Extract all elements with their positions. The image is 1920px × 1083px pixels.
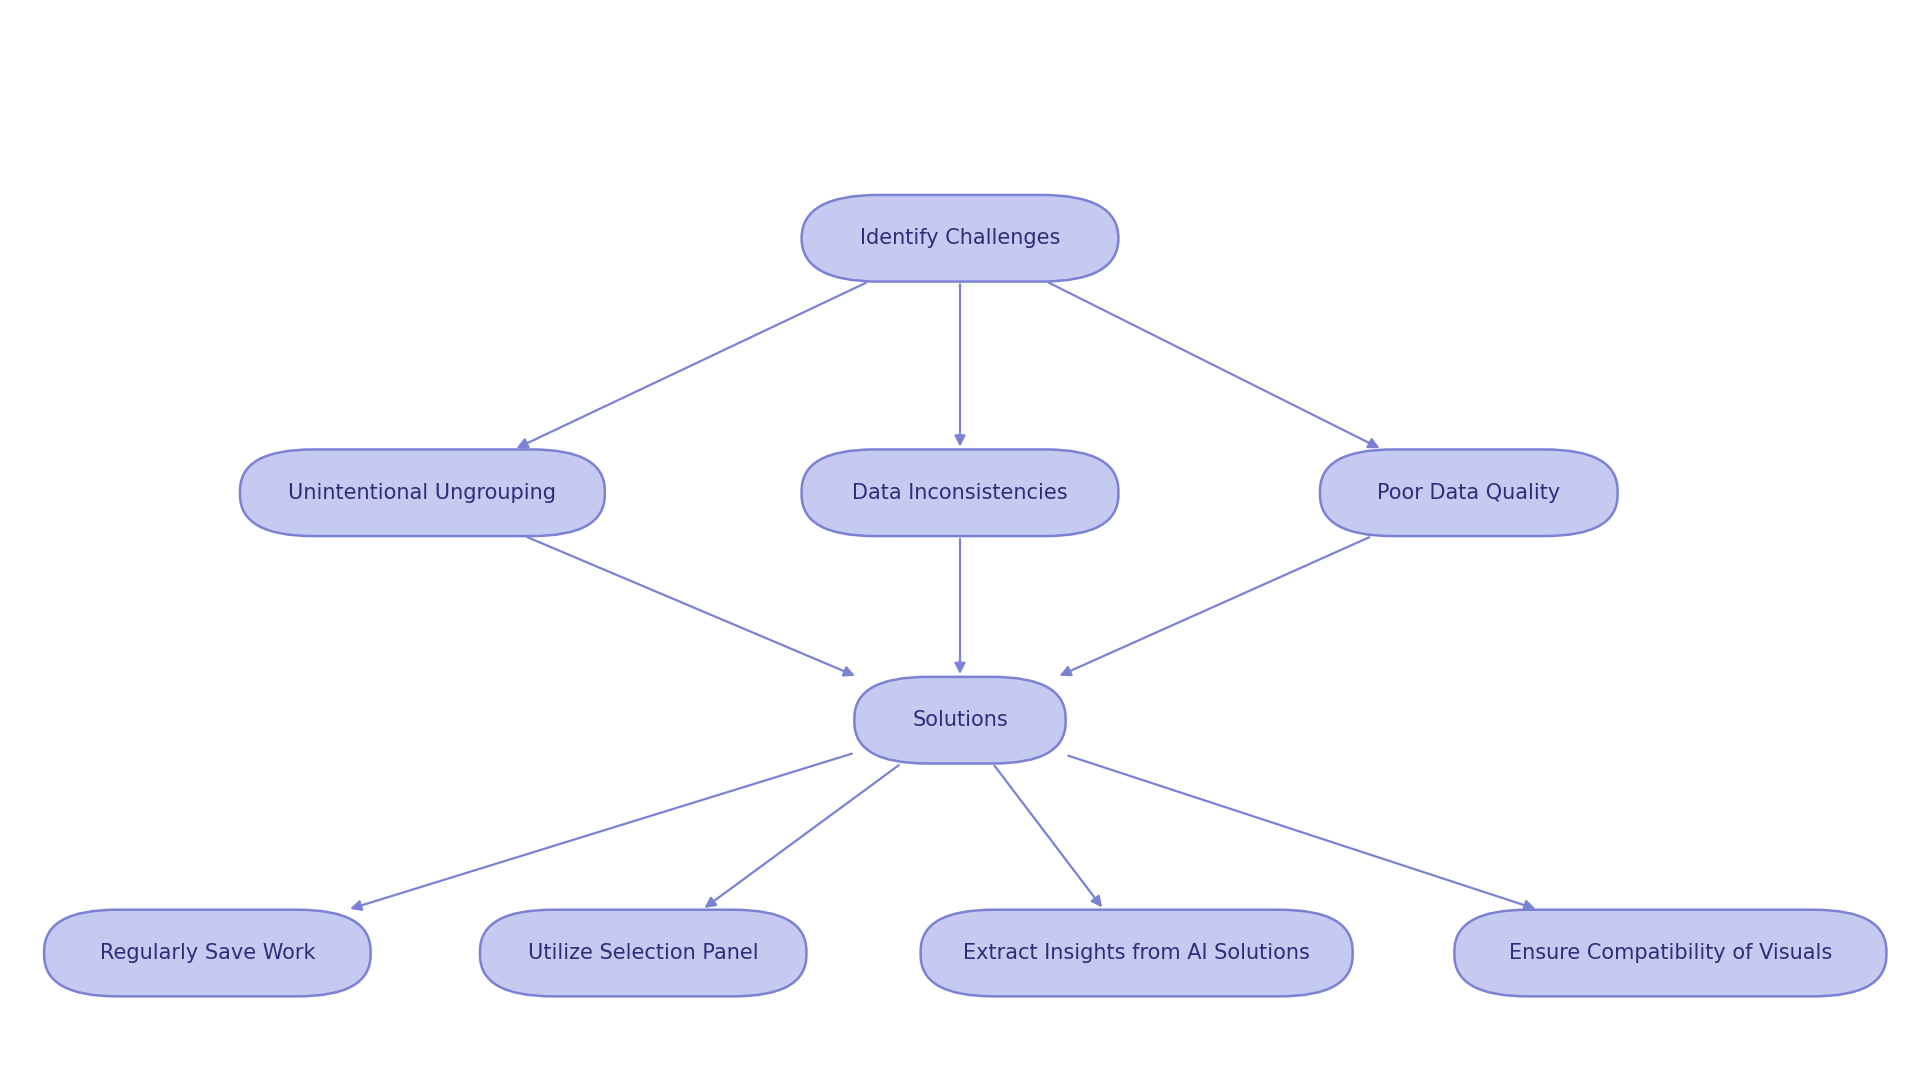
FancyBboxPatch shape — [1455, 910, 1885, 996]
Text: Solutions: Solutions — [912, 710, 1008, 730]
Text: Unintentional Ungrouping: Unintentional Ungrouping — [288, 483, 557, 503]
FancyBboxPatch shape — [240, 449, 605, 536]
FancyBboxPatch shape — [480, 910, 806, 996]
FancyBboxPatch shape — [801, 195, 1117, 282]
Text: Data Inconsistencies: Data Inconsistencies — [852, 483, 1068, 503]
Text: Identify Challenges: Identify Challenges — [860, 229, 1060, 248]
FancyBboxPatch shape — [922, 910, 1352, 996]
Text: Utilize Selection Panel: Utilize Selection Panel — [528, 943, 758, 963]
Text: Extract Insights from AI Solutions: Extract Insights from AI Solutions — [964, 943, 1309, 963]
FancyBboxPatch shape — [1321, 449, 1617, 536]
Text: Regularly Save Work: Regularly Save Work — [100, 943, 315, 963]
FancyBboxPatch shape — [801, 449, 1117, 536]
FancyBboxPatch shape — [44, 910, 371, 996]
FancyBboxPatch shape — [854, 677, 1066, 764]
Text: Poor Data Quality: Poor Data Quality — [1377, 483, 1561, 503]
Text: Ensure Compatibility of Visuals: Ensure Compatibility of Visuals — [1509, 943, 1832, 963]
